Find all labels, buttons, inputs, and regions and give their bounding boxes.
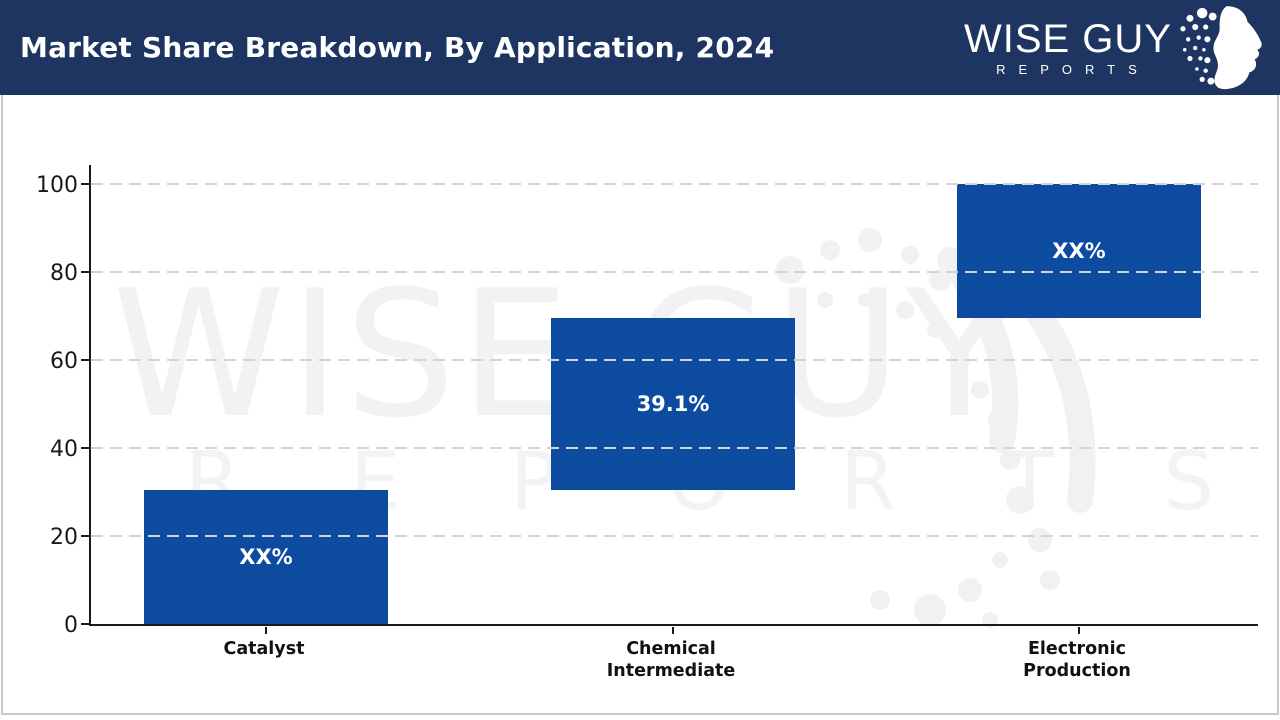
gridline-80 bbox=[91, 271, 1258, 273]
x-category-label-2: Electronic Production bbox=[962, 639, 1192, 682]
y-tick-label-20: 20 bbox=[50, 525, 78, 550]
y-tick-label-80: 80 bbox=[50, 261, 78, 286]
y-tickmark-40 bbox=[81, 447, 89, 449]
y-tickmark-80 bbox=[81, 271, 89, 273]
x-category-line: Electronic bbox=[1027, 639, 1127, 659]
y-tick-label-100: 100 bbox=[36, 173, 78, 198]
gridline-60 bbox=[91, 359, 1258, 361]
y-tick-label-0: 0 bbox=[64, 613, 78, 638]
x-category-line: Intermediate bbox=[606, 660, 736, 681]
x-category-label-1: Chemical Intermediate bbox=[556, 639, 786, 682]
bar-electronic-production: XX% bbox=[957, 184, 1201, 318]
y-tick-label-40: 40 bbox=[50, 437, 78, 462]
x-category-line: Chemical bbox=[626, 639, 716, 659]
brand-logo: WISE GUY REPORTS bbox=[964, 4, 1280, 92]
bar-value-label: XX% bbox=[1052, 238, 1106, 263]
gridline-40 bbox=[91, 447, 1258, 449]
y-tick-label-60: 60 bbox=[50, 349, 78, 374]
x-tickmark-2 bbox=[1078, 627, 1080, 634]
header: Market Share Breakdown, By Application, … bbox=[0, 0, 1280, 95]
bar-value-label: XX% bbox=[239, 544, 293, 569]
gridline-100 bbox=[91, 183, 1258, 185]
y-tickmark-100 bbox=[81, 183, 89, 185]
page-title: Market Share Breakdown, By Application, … bbox=[20, 31, 775, 64]
bar-value-label: 39.1% bbox=[636, 391, 710, 416]
y-tickmark-0 bbox=[81, 623, 89, 625]
x-category-line: Catalyst bbox=[223, 639, 305, 659]
logo-face-icon bbox=[1180, 5, 1262, 89]
plot-area: XX% 39.1% XX% bbox=[81, 165, 1258, 634]
y-tickmark-60 bbox=[81, 359, 89, 361]
x-category-line: Production bbox=[1023, 660, 1131, 681]
bar-catalyst: XX% bbox=[144, 489, 388, 624]
bar-chemical-intermediate: 39.1% bbox=[551, 317, 795, 490]
logo-text: WISE GUY REPORTS bbox=[964, 19, 1172, 77]
x-tickmark-1 bbox=[672, 627, 674, 634]
logo-subtext: REPORTS bbox=[996, 61, 1150, 77]
y-tickmark-20 bbox=[81, 535, 89, 537]
x-category-label-0: Catalyst bbox=[149, 639, 379, 661]
logo-wordmark: WISE GUY bbox=[963, 16, 1172, 61]
x-tickmark-0 bbox=[265, 627, 267, 634]
gridline-20 bbox=[91, 535, 1258, 537]
